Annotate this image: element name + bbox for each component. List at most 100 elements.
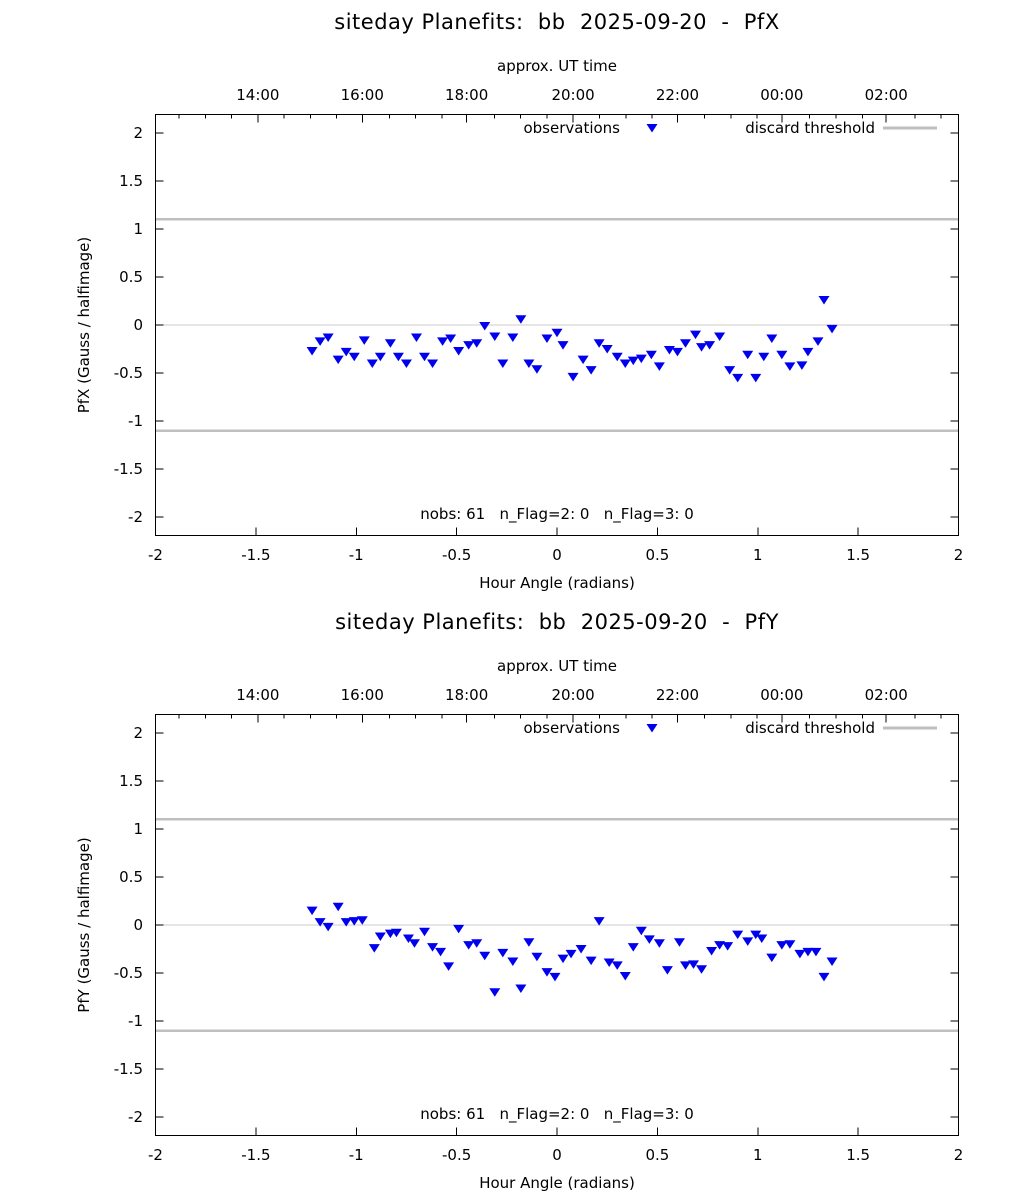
x-axis-tick-label: -2: [148, 1146, 163, 1164]
observation-marker: [690, 330, 702, 340]
observation-marker: [479, 321, 491, 331]
observation-marker: [507, 333, 519, 342]
observation-marker: [585, 956, 597, 966]
ut-axis-tick-label: 22:00: [656, 86, 699, 104]
observation-marker: [696, 343, 708, 352]
observation-marker: [784, 362, 796, 371]
observation-marker: [358, 336, 370, 345]
observation-marker: [348, 917, 360, 926]
observation-marker: [766, 334, 778, 343]
observation-marker: [802, 347, 814, 357]
x-axis-tick-label: -0.5: [442, 546, 471, 564]
observation-marker: [551, 328, 563, 338]
x-axis-tick-label: -2: [148, 546, 163, 564]
x-axis-tick-label: -1: [349, 546, 364, 564]
ut-axis-tick-label: 18:00: [445, 86, 488, 104]
observation-marker: [497, 359, 509, 368]
plot-border: [155, 714, 959, 1136]
observation-marker: [679, 961, 691, 970]
stats-text-pfx: nobs: 61 n_Flag=2: 0 n_Flag=3: 0: [420, 505, 694, 523]
observation-marker: [663, 345, 675, 355]
chart-pfy: -2 -1.5 -1 -0.5 0 0.5 1 1.5 2 2 1.5 1 0.5 0 -0.5 -1 -1.5…: [0, 600, 1024, 1200]
x-axis-tick-label: 1: [753, 546, 763, 564]
observation-marker: [796, 361, 808, 370]
y-axis-tick-label: 1: [133, 820, 143, 838]
chart-title-pfy: siteday Planefits: bb 2025-09-20 - PfY: [335, 610, 779, 634]
observation-marker: [453, 346, 465, 356]
observation-marker: [732, 373, 744, 383]
x-axis-tick-label: 0: [552, 1146, 562, 1164]
observation-marker: [523, 359, 535, 368]
x-axis-tick-label: 1: [753, 1146, 763, 1164]
observation-marker: [750, 930, 762, 940]
observation-marker: [489, 332, 501, 342]
observation-marker: [661, 966, 673, 975]
observation-marker: [653, 939, 665, 948]
observation-marker: [784, 940, 796, 949]
y-axis-tick-label: -0.5: [114, 964, 143, 982]
legend-threshold-label: discard threshold: [745, 719, 875, 737]
observation-marker: [374, 352, 386, 362]
observation-marker: [688, 960, 700, 969]
ut-axis-tick-label: 18:00: [445, 686, 488, 704]
observation-marker: [742, 350, 754, 360]
x-axis-tick-label: 1.5: [846, 1146, 870, 1164]
y-axis-tick-label: 0: [133, 316, 143, 334]
observation-marker: [306, 346, 318, 356]
ut-time-axis-title: approx. UT time: [497, 657, 617, 675]
observation-marker: [696, 965, 708, 974]
observation-marker: [408, 939, 420, 948]
observation-marker: [557, 954, 569, 964]
observation-marker: [322, 333, 334, 342]
observation-marker: [810, 947, 822, 957]
y-axis-tick-label: -1.5: [114, 1060, 143, 1078]
observation-marker: [565, 949, 577, 959]
y-axis-tick-label: 1: [133, 220, 143, 238]
observation-marker: [567, 372, 579, 382]
observation-marker: [776, 941, 788, 950]
observation-marker: [332, 355, 344, 365]
chart-title-pfx: siteday Planefits: bb 2025-09-20 - PfX: [334, 10, 780, 34]
y-axis-tick-label: -2: [128, 1108, 143, 1126]
observation-marker: [619, 359, 631, 368]
observation-marker: [714, 332, 726, 342]
y-axis-tick-label: -0.5: [114, 364, 143, 382]
observation-marker: [348, 352, 360, 362]
observation-marker: [419, 927, 431, 937]
ut-axis-tick-label: 16:00: [341, 86, 384, 104]
observation-marker: [368, 944, 380, 953]
legend-observations-marker: [646, 124, 658, 133]
observation-marker: [384, 339, 396, 348]
x-axis-tick-label: -0.5: [442, 1146, 471, 1164]
observation-marker: [611, 352, 623, 362]
observation-marker: [419, 352, 431, 362]
y-axis-tick-label: -1: [128, 1012, 143, 1030]
observation-marker: [471, 339, 483, 348]
x-axis-tick-label: -1.5: [241, 546, 270, 564]
observation-marker: [340, 918, 352, 927]
x-axis-tick-label: 2: [954, 546, 964, 564]
observation-marker: [453, 924, 465, 934]
observation-marker: [497, 948, 509, 958]
observation-marker: [706, 946, 718, 956]
observation-marker: [593, 339, 605, 348]
x-axis-tick-label: 0.5: [645, 546, 669, 564]
legend-observations-marker: [646, 724, 658, 733]
observation-marker: [479, 951, 491, 961]
observation-marker: [794, 949, 806, 959]
x-axis-tick-label: 0: [552, 546, 562, 564]
observation-marker: [549, 972, 561, 982]
y-axis-tick-label: 0.5: [119, 868, 143, 886]
observation-marker: [515, 315, 527, 324]
ut-axis-tick-label: 00:00: [760, 86, 803, 104]
x-axis-tick-label: 2: [954, 1146, 964, 1164]
observation-marker: [585, 366, 597, 375]
observation-marker: [750, 373, 762, 383]
observation-marker: [603, 958, 615, 967]
x-axis-tick-label: -1.5: [241, 1146, 270, 1164]
observation-marker: [758, 352, 770, 362]
observation-marker: [812, 337, 824, 346]
ut-time-axis-title: approx. UT time: [497, 57, 617, 75]
observation-marker: [756, 934, 768, 943]
observation-marker: [410, 333, 422, 342]
